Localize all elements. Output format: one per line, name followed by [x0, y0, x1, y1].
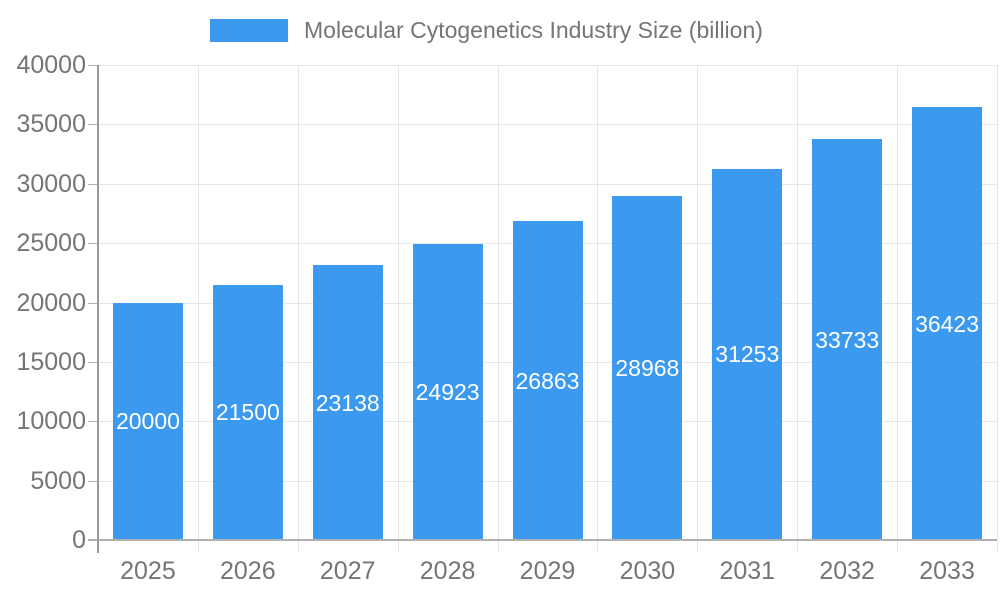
- gridline-y: [98, 65, 997, 66]
- gridline-y: [98, 184, 997, 185]
- gridline-x: [498, 65, 499, 553]
- bar-2030: [612, 196, 683, 540]
- y-axis-line: [97, 65, 99, 553]
- y-tick-mark: [88, 65, 98, 66]
- x-axis-tick-label: 2028: [419, 557, 476, 585]
- x-axis-tick-label: 2025: [120, 557, 176, 585]
- y-axis-tick-label: 35000: [16, 110, 86, 138]
- bar-2028: [412, 244, 483, 540]
- bar-value-label: 20000: [115, 408, 180, 435]
- y-axis-tick-label: 10000: [16, 407, 86, 435]
- bar-2025: [112, 302, 183, 540]
- bar-2032: [812, 139, 883, 540]
- gridline-x: [697, 65, 698, 553]
- gridline-x: [897, 65, 898, 553]
- y-tick-mark: [88, 303, 98, 304]
- gridline-y: [98, 124, 997, 125]
- x-axis-tick-label: 2031: [719, 557, 776, 585]
- x-axis-tick-label: 2027: [319, 557, 376, 585]
- bar-value-label: 31253: [715, 341, 780, 368]
- legend-label: Molecular Cytogenetics Industry Size (bi…: [304, 17, 763, 43]
- y-tick-mark: [88, 243, 98, 244]
- gridline-x: [997, 65, 998, 553]
- y-axis-tick-label: 30000: [16, 170, 86, 198]
- y-tick-mark: [88, 481, 98, 482]
- bar-2031: [712, 168, 783, 540]
- gridline-x: [797, 65, 798, 553]
- y-axis-tick-label: 0: [72, 526, 86, 554]
- bar-value-label: 26863: [515, 367, 580, 394]
- legend: Molecular Cytogenetics Industry Size (bi…: [210, 17, 763, 44]
- bar-value-label: 36423: [915, 310, 980, 337]
- x-axis-tick-label: 2033: [919, 557, 975, 585]
- y-axis-tick-label: 15000: [16, 348, 86, 376]
- y-axis-tick-label: 5000: [30, 467, 86, 495]
- y-axis-tick-label: 40000: [16, 51, 86, 79]
- y-tick-mark: [88, 421, 98, 422]
- bar-value-label: 24923: [415, 379, 480, 406]
- y-axis-tick-label: 25000: [16, 229, 86, 257]
- x-axis-line: [88, 539, 997, 541]
- x-axis-tick-label: 2029: [519, 557, 576, 585]
- bar-value-label: 28968: [615, 355, 680, 381]
- bar-2026: [212, 284, 283, 540]
- legend-swatch: [210, 19, 288, 42]
- bar-value-label: 33733: [815, 326, 880, 353]
- bar-2027: [312, 265, 383, 540]
- gridline-x: [398, 65, 399, 553]
- y-tick-mark: [88, 362, 98, 363]
- x-axis-tick-label: 2026: [220, 557, 276, 585]
- x-axis-tick-label: 2030: [619, 557, 676, 585]
- y-tick-mark: [88, 124, 98, 125]
- y-tick-mark: [88, 184, 98, 185]
- gridline-x: [198, 65, 199, 553]
- y-axis-tick-label: 20000: [16, 289, 86, 317]
- bar-2029: [512, 221, 583, 540]
- gridline-x: [597, 65, 598, 553]
- x-axis-tick-label: 2032: [819, 557, 875, 585]
- gridline-x: [298, 65, 299, 553]
- bar-2033: [912, 107, 983, 540]
- bar-value-label: 21500: [215, 399, 280, 426]
- bar-value-label: 23138: [315, 389, 380, 416]
